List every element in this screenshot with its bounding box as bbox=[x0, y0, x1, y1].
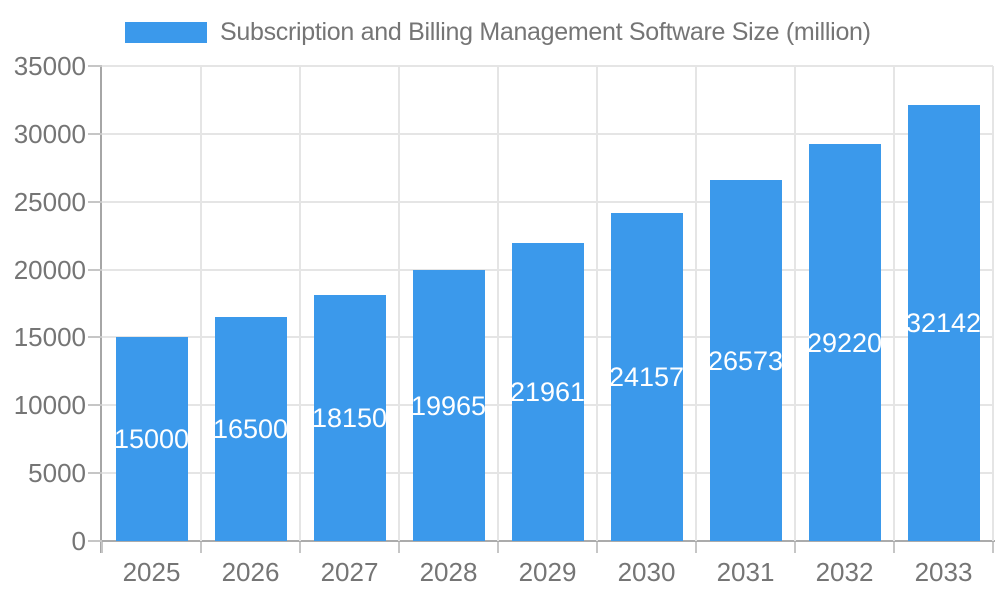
y-axis-line bbox=[100, 66, 102, 553]
bar-2027[interactable]: 18150 bbox=[312, 294, 387, 541]
bar-value-label: 16500 bbox=[212, 414, 289, 445]
gridline-vertical bbox=[695, 66, 697, 541]
y-axis-tick bbox=[88, 200, 102, 203]
x-axis-tick bbox=[200, 542, 202, 553]
y-axis-tick-label: 30000 bbox=[13, 118, 86, 149]
legend-swatch bbox=[125, 21, 207, 43]
bar-2025[interactable]: 15000 bbox=[114, 337, 189, 541]
gridline-vertical bbox=[200, 66, 202, 541]
legend-item[interactable]: Subscription and Billing Management Soft… bbox=[125, 17, 871, 47]
gridline-horizontal bbox=[102, 200, 993, 203]
y-axis-tick-label: 20000 bbox=[13, 254, 86, 285]
x-axis-tick-label: 2033 bbox=[914, 557, 973, 587]
y-axis-tick-label: 35000 bbox=[13, 51, 86, 81]
bar-2029[interactable]: 21961 bbox=[510, 242, 585, 541]
x-axis-tick-label: 2031 bbox=[716, 557, 775, 587]
x-axis-tick-label: 2029 bbox=[518, 557, 577, 587]
x-axis-tick bbox=[893, 542, 895, 553]
bar-value-label: 15000 bbox=[113, 424, 190, 455]
x-axis-tick bbox=[101, 542, 103, 553]
x-axis-tick-label: 2026 bbox=[221, 557, 280, 587]
legend-label: Subscription and Billing Management Soft… bbox=[220, 17, 871, 46]
gridline-vertical bbox=[497, 66, 499, 541]
x-axis-tick-label: 2030 bbox=[617, 557, 676, 587]
bar-value-label: 19965 bbox=[410, 390, 487, 421]
gridline-horizontal bbox=[102, 65, 993, 67]
y-axis-tick bbox=[88, 268, 102, 271]
y-axis-tick bbox=[88, 336, 102, 339]
x-axis-tick-label: 2032 bbox=[815, 557, 874, 587]
bar-value-label: 18150 bbox=[311, 402, 388, 433]
bar-2028[interactable]: 19965 bbox=[411, 270, 486, 541]
bar-value-label: 29220 bbox=[806, 327, 883, 358]
y-axis-tick bbox=[88, 540, 102, 542]
bar-2033[interactable]: 32142 bbox=[906, 104, 981, 541]
bar-2026[interactable]: 16500 bbox=[213, 317, 288, 541]
y-axis-tick-label: 10000 bbox=[13, 390, 86, 421]
gridline-vertical bbox=[596, 66, 598, 541]
gridline-horizontal bbox=[102, 132, 993, 135]
x-axis-line bbox=[100, 540, 995, 542]
x-axis-tick bbox=[497, 542, 499, 553]
y-axis-tick-label: 15000 bbox=[13, 322, 86, 353]
bar-value-label: 24157 bbox=[608, 362, 685, 393]
bar-value-label: 21961 bbox=[509, 376, 586, 407]
y-axis-tick bbox=[88, 404, 102, 407]
plot-area: 15000 16500 18150 19965 21961 24157 26573 29220… bbox=[102, 65, 994, 541]
x-axis-tick bbox=[794, 542, 796, 553]
x-axis-tick-label: 2027 bbox=[320, 557, 379, 587]
x-axis-tick bbox=[695, 542, 697, 553]
x-axis-tick bbox=[596, 542, 598, 553]
bar-2030[interactable]: 24157 bbox=[609, 213, 684, 541]
bar-2032[interactable]: 29220 bbox=[807, 144, 882, 541]
gridline-vertical bbox=[992, 66, 994, 541]
gridline-vertical bbox=[398, 66, 400, 541]
y-axis-tick-label: 25000 bbox=[13, 186, 86, 217]
y-axis-tick bbox=[88, 65, 102, 67]
y-axis-tick bbox=[88, 472, 102, 475]
x-axis-tick bbox=[299, 542, 301, 553]
bar-value-label: 32142 bbox=[905, 307, 982, 338]
y-axis-tick-label: 5000 bbox=[28, 458, 86, 489]
y-axis-tick-label: 0 bbox=[71, 526, 86, 556]
gridline-vertical bbox=[299, 66, 301, 541]
gridline-vertical bbox=[794, 66, 796, 541]
x-axis-tick bbox=[398, 542, 400, 553]
gridline-vertical bbox=[893, 66, 895, 541]
bar-value-label: 26573 bbox=[707, 345, 784, 376]
x-axis-tick-label: 2025 bbox=[122, 557, 181, 587]
x-axis-tick-label: 2028 bbox=[419, 557, 478, 587]
y-axis-tick bbox=[88, 132, 102, 135]
x-axis-tick bbox=[992, 542, 994, 553]
bar-2031[interactable]: 26573 bbox=[708, 180, 783, 541]
